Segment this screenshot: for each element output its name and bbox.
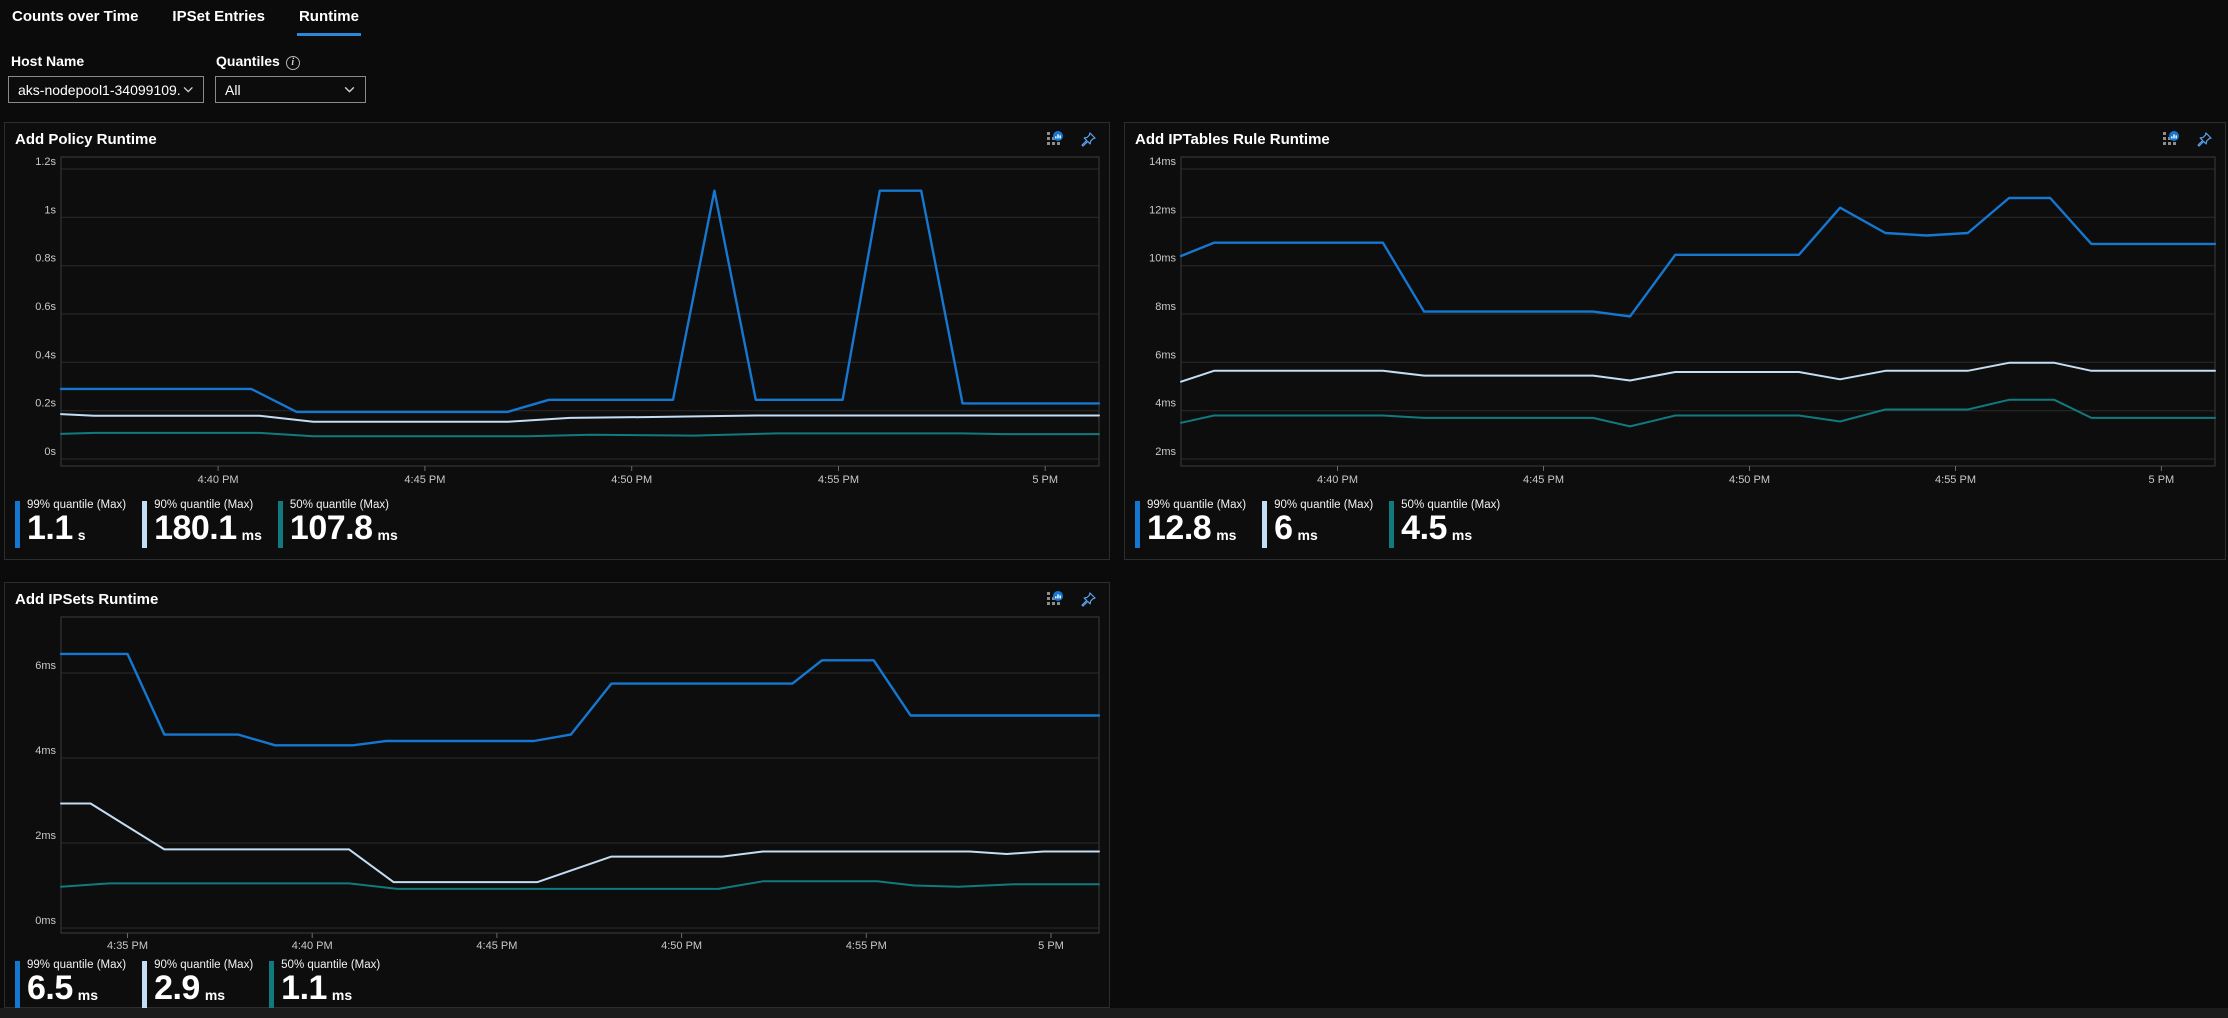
svg-text:0.4s: 0.4s — [35, 349, 56, 361]
legend-swatch — [1135, 501, 1140, 548]
legend-stats: 99% quantile (Max) 12.8 ms 90% quantile (… — [1125, 495, 2225, 548]
page-bottom-strip — [0, 1008, 2228, 1018]
panel-add-policy-runtime: Add Policy Runtime 1.2s 1s 0.8s 0.6s 0.4s 0.2… — [4, 122, 1110, 560]
svg-text:0s: 0s — [44, 446, 56, 458]
svg-text:4:50 PM: 4:50 PM — [611, 474, 652, 486]
svg-text:5 PM: 5 PM — [1032, 474, 1058, 486]
svg-text:4:55 PM: 4:55 PM — [818, 474, 859, 486]
stat-90-quantile: 90% quantile (Max) 2.9 ms — [142, 959, 253, 1008]
host-name-value: aks-nodepool1-34099109... — [18, 81, 182, 98]
legend-stats: 99% quantile (Max) 1.1 s 90% quantile (Ma… — [5, 495, 1109, 548]
add-iptables-rule-runtime-chart: 14ms 12ms 10ms 8ms 6ms 4ms 2ms 4:40 PM 4:45 PM 4:… — [1149, 156, 2217, 486]
stat-99-quantile: 99% quantile (Max) 6.5 ms — [15, 959, 126, 1008]
panel-add-iptables-rule-runtime: Add IPTables Rule Runtime 14ms 12ms 10ms 8m… — [1124, 122, 2226, 560]
svg-text:12ms: 12ms — [1149, 204, 1176, 216]
tab-runtime[interactable]: Runtime — [296, 6, 361, 36]
svg-text:4:55 PM: 4:55 PM — [1935, 474, 1976, 486]
svg-text:1s: 1s — [44, 204, 56, 216]
visualization-icon[interactable] — [1046, 130, 1064, 148]
panel-add-ipsets-runtime: Add IPSets Runtime 6ms 4ms 2ms 0ms 4:35 PM 4:… — [4, 582, 1110, 1008]
panel-title: Add IPSets Runtime — [15, 590, 159, 608]
svg-text:6ms: 6ms — [1155, 349, 1176, 361]
svg-text:4ms: 4ms — [35, 745, 56, 757]
svg-text:0ms: 0ms — [35, 915, 56, 927]
stat-99-quantile: 99% quantile (Max) 12.8 ms — [1135, 499, 1246, 548]
svg-text:4:40 PM: 4:40 PM — [198, 474, 239, 486]
svg-text:4:40 PM: 4:40 PM — [292, 940, 333, 952]
svg-text:0.2s: 0.2s — [35, 398, 56, 410]
svg-text:4:45 PM: 4:45 PM — [1523, 474, 1564, 486]
svg-text:2ms: 2ms — [1155, 446, 1176, 458]
stat-99-quantile: 99% quantile (Max) 1.1 s — [15, 499, 126, 548]
svg-text:5 PM: 5 PM — [2149, 474, 2175, 486]
tab-bar: Counts over Time IPSet Entries Runtime — [10, 6, 361, 36]
add-policy-runtime-chart: 1.2s 1s 0.8s 0.6s 0.4s 0.2s 0s 4:40 PM 4:45 PM 4:… — [35, 156, 1101, 486]
stat-90-quantile: 90% quantile (Max) 180.1 ms — [142, 499, 262, 548]
svg-text:4:45 PM: 4:45 PM — [404, 474, 445, 486]
svg-text:4:55 PM: 4:55 PM — [846, 940, 887, 952]
svg-text:5 PM: 5 PM — [1038, 940, 1064, 952]
legend-swatch — [277, 501, 283, 548]
host-name-dropdown[interactable]: aks-nodepool1-34099109... — [8, 76, 204, 103]
svg-text:4:45 PM: 4:45 PM — [476, 940, 517, 952]
svg-text:6ms: 6ms — [35, 660, 56, 672]
legend-swatch — [1389, 501, 1395, 548]
svg-text:0.6s: 0.6s — [35, 301, 56, 313]
panel-title: Add IPTables Rule Runtime — [1135, 130, 1330, 148]
chevron-down-icon — [344, 86, 355, 93]
host-name-label: Host Name — [11, 53, 85, 69]
stat-50-quantile: 50% quantile (Max) 1.1 ms — [269, 959, 380, 1008]
legend-stats: 99% quantile (Max) 6.5 ms 90% quantile (M… — [5, 955, 1109, 1008]
panel-header: Add Policy Runtime — [5, 123, 1109, 155]
quantiles-dropdown[interactable]: All — [215, 76, 366, 103]
panel-header: Add IPTables Rule Runtime — [1125, 123, 2225, 155]
quantiles-label: Quantiles i — [216, 53, 300, 70]
panel-header: Add IPSets Runtime — [5, 583, 1109, 615]
stat-90-quantile: 90% quantile (Max) 6 ms — [1262, 499, 1373, 548]
svg-text:1.2s: 1.2s — [35, 156, 56, 168]
svg-text:8ms: 8ms — [1155, 301, 1176, 313]
legend-swatch — [142, 961, 148, 1008]
info-icon[interactable]: i — [285, 55, 300, 70]
svg-text:4ms: 4ms — [1155, 398, 1176, 410]
stat-50-quantile: 50% quantile (Max) 4.5 ms — [1389, 499, 1500, 548]
legend-swatch — [142, 501, 148, 548]
tab-counts-over-time[interactable]: Counts over Time — [12, 8, 139, 25]
visualization-icon[interactable] — [2162, 130, 2180, 148]
legend-swatch — [269, 961, 275, 1008]
visualization-icon[interactable] — [1046, 590, 1064, 608]
pin-icon[interactable] — [2196, 131, 2213, 148]
legend-swatch — [15, 961, 20, 1008]
svg-text:14ms: 14ms — [1149, 156, 1176, 168]
pin-icon[interactable] — [1080, 131, 1097, 148]
svg-text:2ms: 2ms — [35, 830, 56, 842]
svg-text:4:40 PM: 4:40 PM — [1317, 474, 1358, 486]
svg-text:10ms: 10ms — [1149, 253, 1176, 265]
svg-text:4:35 PM: 4:35 PM — [107, 940, 148, 952]
stat-50-quantile: 50% quantile (Max) 107.8 ms — [277, 499, 398, 548]
legend-swatch — [15, 501, 20, 548]
tab-ipset-entries[interactable]: IPSet Entries — [172, 8, 265, 25]
svg-text:4:50 PM: 4:50 PM — [1729, 474, 1770, 486]
svg-text:4:50 PM: 4:50 PM — [661, 940, 702, 952]
quantiles-value: All — [225, 81, 241, 98]
pin-icon[interactable] — [1080, 591, 1097, 608]
legend-swatch — [1262, 501, 1268, 548]
chevron-down-icon — [183, 86, 193, 93]
panel-title: Add Policy Runtime — [15, 130, 157, 148]
add-ipsets-runtime-chart: 6ms 4ms 2ms 0ms 4:35 PM 4:40 PM 4:45 PM 4:50 PM… — [35, 616, 1101, 952]
svg-text:0.8s: 0.8s — [35, 253, 56, 265]
